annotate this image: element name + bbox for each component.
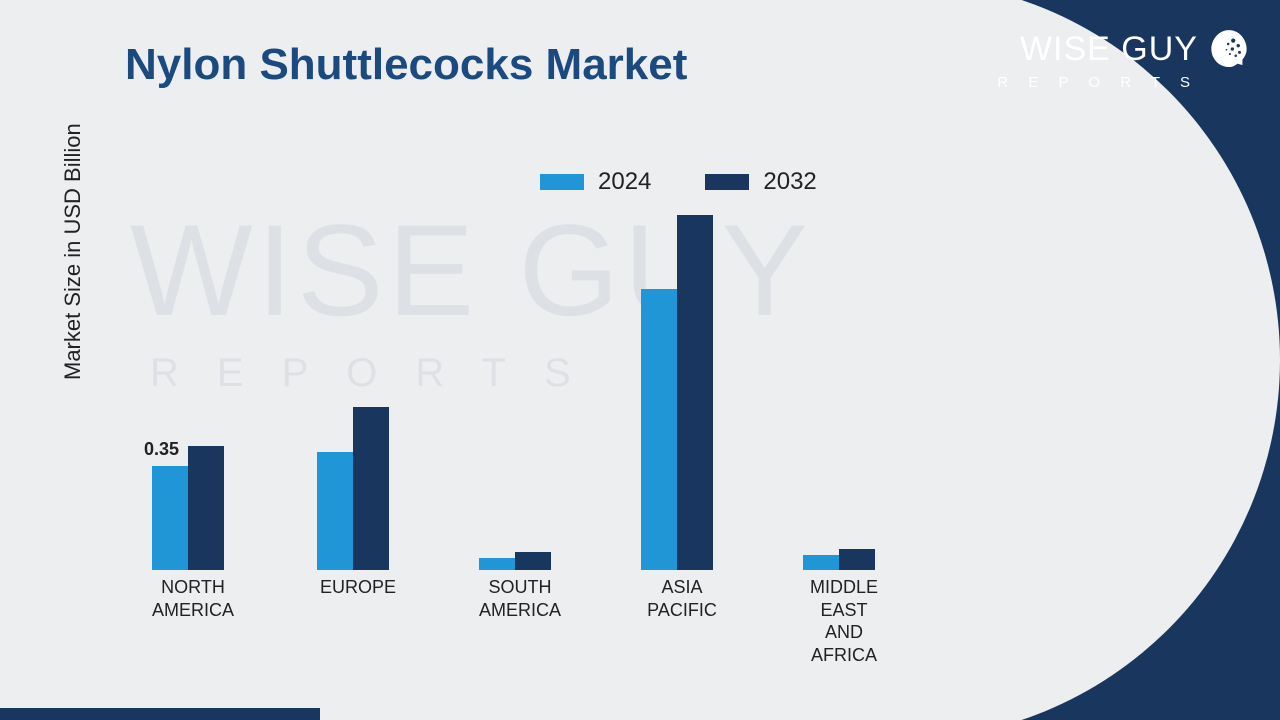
category-label: NORTHAMERICA: [128, 576, 258, 621]
legend-item-2024: 2024: [540, 168, 651, 196]
brand-head-icon: [1208, 28, 1250, 70]
right-panel: WISE GUY R E P O R T S: [960, 0, 1280, 720]
legend-swatch-2024: [540, 174, 584, 190]
brand-block: WISE GUY R E P O R T S: [990, 28, 1250, 91]
bar-2032: [839, 549, 875, 570]
bar-2024: [317, 452, 353, 570]
category-label: SOUTHAMERICA: [455, 576, 585, 621]
bar-2032: [515, 552, 551, 570]
legend-swatch-2032: [705, 174, 749, 190]
y-axis-label: Market Size in USD Billion: [60, 123, 86, 380]
chart-title: Nylon Shuttlecocks Market: [125, 40, 687, 90]
brand-main-text: WISE GUY: [1020, 32, 1198, 66]
bar-2024: [803, 555, 839, 570]
bar-2024: [479, 558, 515, 570]
legend-label-2024: 2024: [598, 168, 651, 196]
category-label: ASIAPACIFIC: [617, 576, 747, 621]
bar-2032: [677, 215, 713, 570]
footer-accent-bar: [0, 708, 320, 720]
plot-area: 0.35: [125, 200, 945, 570]
legend: 2024 2032: [540, 168, 817, 196]
category-label: MIDDLEEASTANDAFRICA: [779, 576, 909, 666]
bar-2032: [188, 446, 224, 570]
data-label: 0.35: [144, 439, 179, 460]
bar-2024: [152, 466, 188, 570]
bar-2024: [641, 289, 677, 570]
bar-2032: [353, 407, 389, 570]
chart-stage: WISE GUY R E P O R T S Nylon Shuttlecock…: [0, 0, 1280, 720]
legend-item-2032: 2032: [705, 168, 816, 196]
category-label: EUROPE: [293, 576, 423, 599]
legend-label-2032: 2032: [763, 168, 816, 196]
brand-sub-text: R E P O R T S: [990, 74, 1250, 91]
